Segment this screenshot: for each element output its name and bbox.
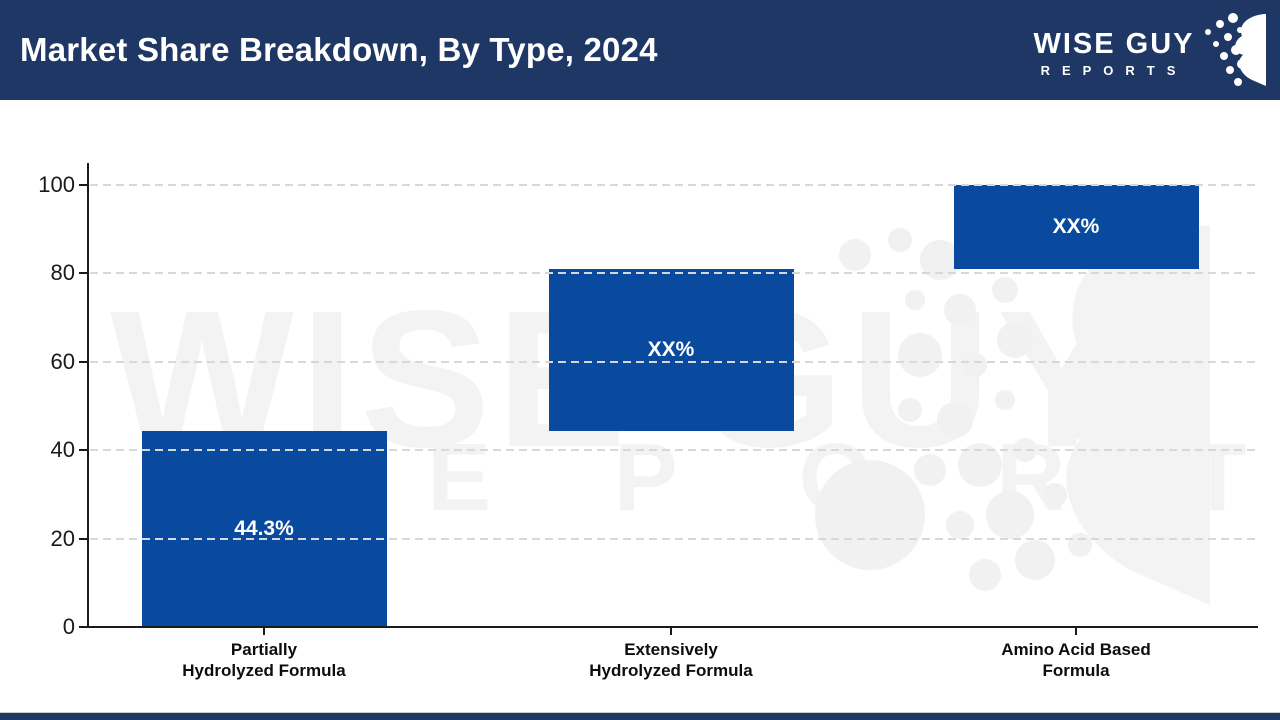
y-gridline	[90, 272, 1258, 275]
x-tick-mark	[670, 628, 672, 635]
y-tick-mark	[79, 272, 88, 275]
y-tick-label: 100	[38, 172, 75, 197]
x-axis-line	[87, 626, 1258, 628]
brand-name: WISE GUY	[1033, 28, 1195, 60]
bar-segment: 44.3%	[141, 431, 387, 627]
x-tick-mark	[263, 628, 265, 635]
y-gridline	[90, 360, 1258, 363]
y-tick-mark	[79, 626, 88, 628]
brand-head-icon	[1205, 13, 1266, 86]
bar-value-label: 44.3%	[234, 517, 294, 541]
bar-value-label: XX%	[1052, 214, 1100, 238]
y-tick-mark	[79, 360, 88, 363]
bar-segment: XX%	[548, 268, 794, 432]
page-title: Market Share Breakdown, By Type, 2024	[20, 31, 658, 68]
y-tick-label: 0	[62, 614, 75, 639]
y-tick-mark	[79, 537, 88, 540]
y-tick-mark	[79, 449, 88, 452]
category-label-line: Partially	[230, 640, 298, 659]
x-tick-mark	[1075, 628, 1077, 635]
bar-value-label: XX%	[647, 338, 695, 362]
brand-logo: WISE GUY REPORTS	[1016, 6, 1266, 94]
category-label-line: Extensively	[624, 640, 718, 659]
y-gridline	[90, 537, 1258, 540]
category-label-line: Formula	[1042, 661, 1110, 680]
y-tick-mark	[79, 184, 88, 186]
category-label: Extensively Hydrolyzed Formula	[501, 639, 841, 681]
y-axis-line	[87, 163, 89, 628]
bar-segment: XX%	[953, 185, 1199, 269]
category-label: Amino Acid Based Formula	[906, 639, 1246, 681]
y-tick-label: 20	[50, 525, 75, 551]
y-gridline	[90, 449, 1258, 452]
footer-bar	[0, 712, 1280, 720]
brand-logo-text: WISE GUY REPORTS	[1016, 28, 1212, 78]
category-label: Partially Hydrolyzed Formula	[94, 639, 434, 681]
y-tick-label: 60	[50, 348, 75, 374]
category-label-line: Hydrolyzed Formula	[182, 661, 346, 680]
brand-subname: REPORTS	[1040, 63, 1188, 78]
watermark-head-icon	[815, 225, 1210, 605]
y-tick-label: 40	[50, 437, 75, 463]
y-gridline	[90, 184, 1258, 186]
category-label-line: Amino Acid Based	[1001, 640, 1151, 659]
header-bar: Market Share Breakdown, By Type, 2024 WI…	[0, 0, 1280, 100]
category-label-line: Hydrolyzed Formula	[589, 661, 753, 680]
y-tick-label: 80	[50, 260, 75, 286]
